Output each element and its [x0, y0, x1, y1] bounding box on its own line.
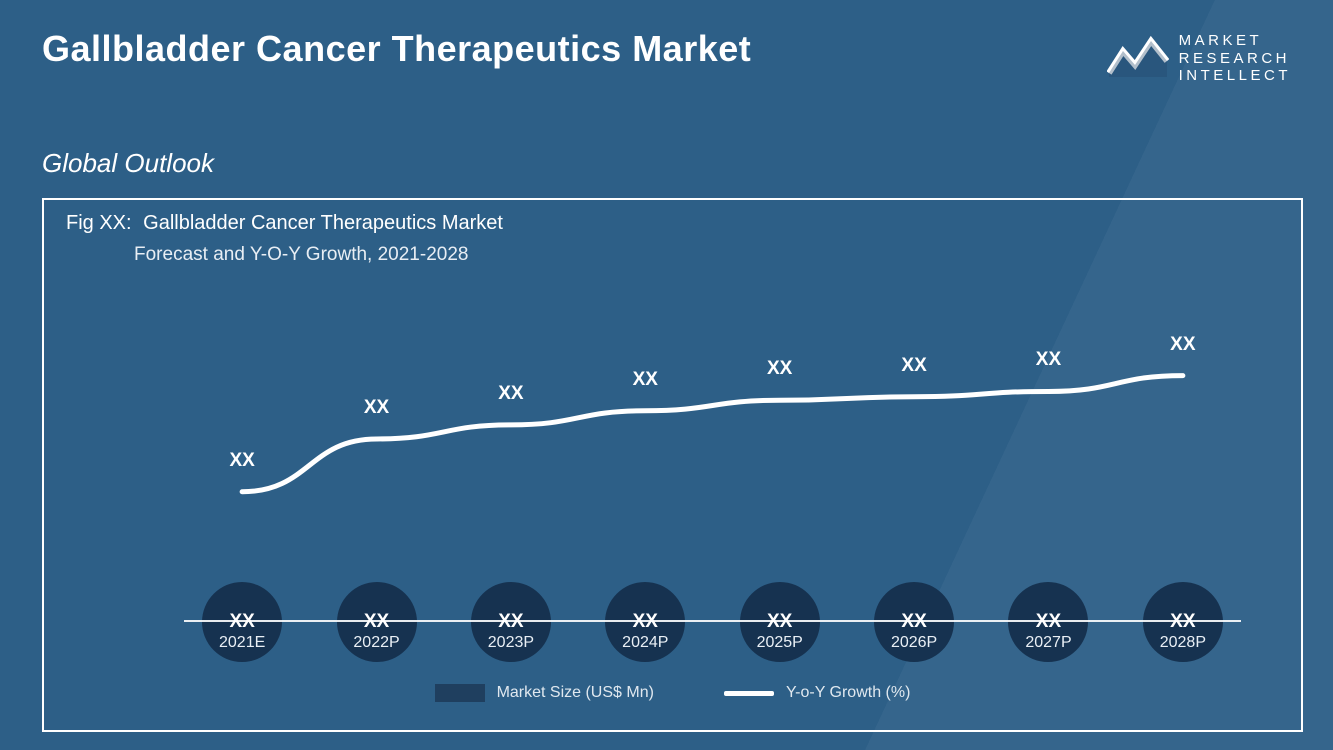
chart-container: Fig XX: Gallbladder Cancer Therapeutics …	[42, 198, 1303, 732]
logo-mark-icon	[1107, 33, 1169, 84]
figure-prefix: Fig XX:	[66, 212, 132, 234]
x-axis-label: 2025P	[722, 634, 838, 652]
growth-value-label: XX	[633, 369, 658, 391]
line-swatch-icon	[724, 691, 774, 696]
figure-subtitle: Forecast and Y-O-Y Growth, 2021-2028	[134, 244, 468, 266]
legend: Market Size (US$ Mn) Y-o-Y Growth (%)	[44, 684, 1301, 702]
growth-value-label: XX	[1170, 334, 1195, 356]
legend-bar-label: Market Size (US$ Mn)	[497, 684, 654, 702]
growth-value-label: XX	[498, 383, 523, 405]
logo-line-3: INTELLECT	[1179, 67, 1291, 85]
section-subtitle: Global Outlook	[42, 148, 214, 179]
figure-title: Gallbladder Cancer Therapeutics Market	[143, 212, 503, 234]
x-axis-label: 2024P	[587, 634, 703, 652]
brand-logo: MARKET RESEARCH INTELLECT	[1107, 32, 1291, 85]
growth-value-label: XX	[229, 450, 254, 472]
figure-label: Fig XX: Gallbladder Cancer Therapeutics …	[66, 212, 503, 235]
legend-item-line: Y-o-Y Growth (%)	[724, 684, 910, 702]
x-axis-baseline	[184, 620, 1241, 622]
x-axis-label: 2026P	[856, 634, 972, 652]
growth-labels-group: XX XX XX XX XX XX XX XX	[184, 270, 1241, 622]
logo-text: MARKET RESEARCH INTELLECT	[1179, 32, 1291, 85]
x-axis-label: 2023P	[453, 634, 569, 652]
x-axis-label: 2028P	[1125, 634, 1241, 652]
legend-line-label: Y-o-Y Growth (%)	[786, 684, 910, 702]
legend-item-bar: Market Size (US$ Mn)	[435, 684, 654, 702]
x-axis-label: 2021E	[184, 634, 300, 652]
header: Gallbladder Cancer Therapeutics Market M…	[42, 28, 1291, 85]
logo-line-2: RESEARCH	[1179, 50, 1291, 68]
growth-value-label: XX	[901, 355, 926, 377]
growth-value-label: XX	[1036, 349, 1061, 371]
plot-area: XX XX XX XX XX XX XX XX XX XX XX XX XX XX XX XX	[184, 270, 1241, 622]
bar-swatch-icon	[435, 684, 485, 702]
page-title: Gallbladder Cancer Therapeutics Market	[42, 28, 751, 70]
x-axis-label: 2022P	[318, 634, 434, 652]
growth-value-label: XX	[364, 397, 389, 419]
logo-line-1: MARKET	[1179, 32, 1291, 50]
x-axis-labels: 2021E 2022P 2023P 2024P 2025P 2026P 2027P 2028P	[184, 634, 1241, 652]
growth-value-label: XX	[767, 358, 792, 380]
x-axis-label: 2027P	[990, 634, 1106, 652]
